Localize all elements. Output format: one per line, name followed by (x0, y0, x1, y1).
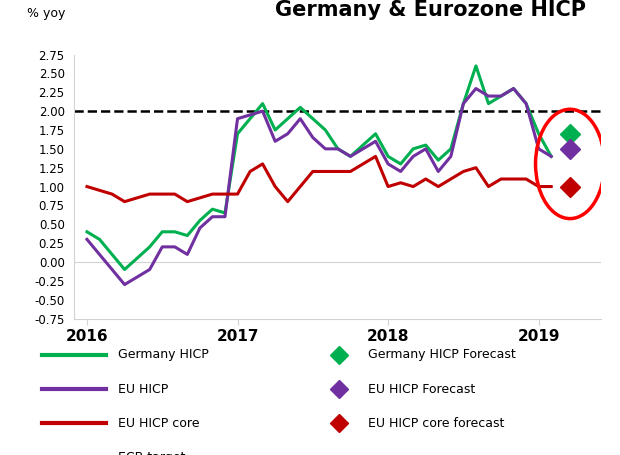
Text: EU HICP core: EU HICP core (118, 417, 199, 430)
Text: ECB target: ECB target (118, 451, 185, 455)
Text: % yoy: % yoy (27, 7, 65, 20)
Text: Germany HICP Forecast: Germany HICP Forecast (368, 348, 516, 361)
Text: EU HICP Forecast: EU HICP Forecast (368, 383, 476, 395)
Text: EU HICP: EU HICP (118, 383, 168, 395)
Text: Germany & Eurozone HICP: Germany & Eurozone HICP (275, 0, 586, 20)
Text: EU HICP core forecast: EU HICP core forecast (368, 417, 505, 430)
Text: Germany HICP: Germany HICP (118, 348, 208, 361)
